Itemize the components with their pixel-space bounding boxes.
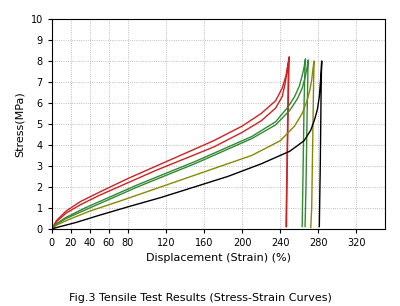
X-axis label: Displacement (Strain) (%): Displacement (Strain) (%): [146, 253, 291, 263]
Text: Fig.3 Tensile Test Results (Stress-Strain Curves): Fig.3 Tensile Test Results (Stress-Strai…: [68, 293, 332, 303]
Y-axis label: Stress(MPa): Stress(MPa): [15, 91, 25, 157]
